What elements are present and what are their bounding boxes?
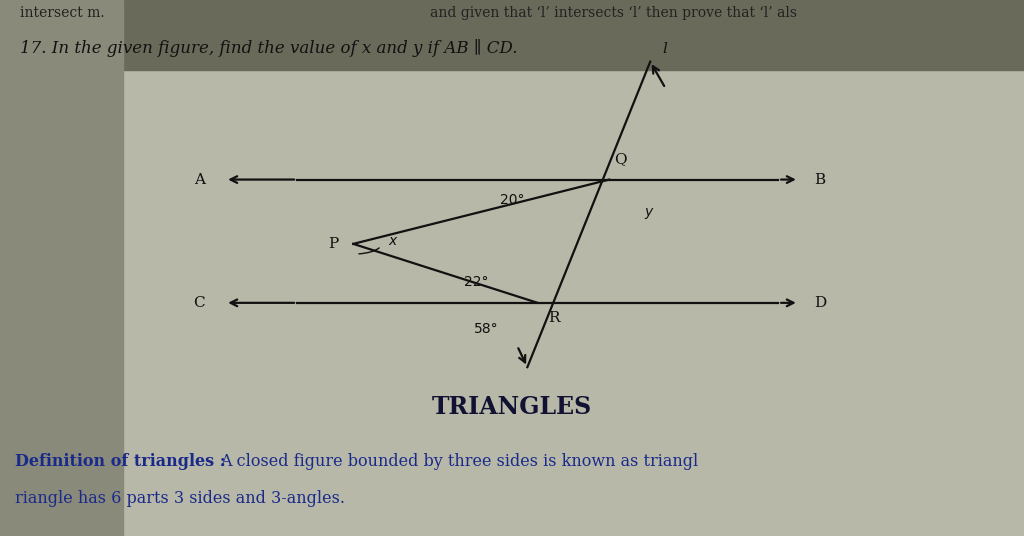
Text: Q: Q (614, 152, 627, 166)
Text: TRIANGLES: TRIANGLES (432, 396, 592, 419)
Text: C: C (194, 296, 205, 310)
Text: Definition of triangles :: Definition of triangles : (15, 453, 226, 470)
Text: P: P (328, 237, 338, 251)
Text: 17. In the given figure, find the value of x and y if AB ∥ CD.: 17. In the given figure, find the value … (20, 39, 518, 57)
Text: x: x (388, 234, 396, 248)
Bar (0, 0, 1024, 70)
Text: y: y (644, 205, 652, 219)
Text: and given that ‘l’ intersects ‘l’ then prove that ‘l’ als: and given that ‘l’ intersects ‘l’ then p… (430, 6, 797, 20)
Text: intersect m.: intersect m. (20, 6, 105, 20)
Text: A closed figure bounded by three sides is known as triangl: A closed figure bounded by three sides i… (220, 453, 698, 470)
Text: l: l (663, 42, 668, 56)
Text: 20°: 20° (500, 193, 524, 207)
Text: D: D (814, 296, 826, 310)
Text: A: A (194, 173, 205, 187)
Text: R: R (548, 311, 559, 325)
Text: B: B (814, 173, 825, 187)
Text: riangle has 6 parts 3 sides and 3-angles.: riangle has 6 parts 3 sides and 3-angles… (15, 490, 345, 508)
Bar (0, 0, 123, 536)
Text: 22°: 22° (464, 276, 488, 289)
Text: 58°: 58° (474, 322, 499, 336)
